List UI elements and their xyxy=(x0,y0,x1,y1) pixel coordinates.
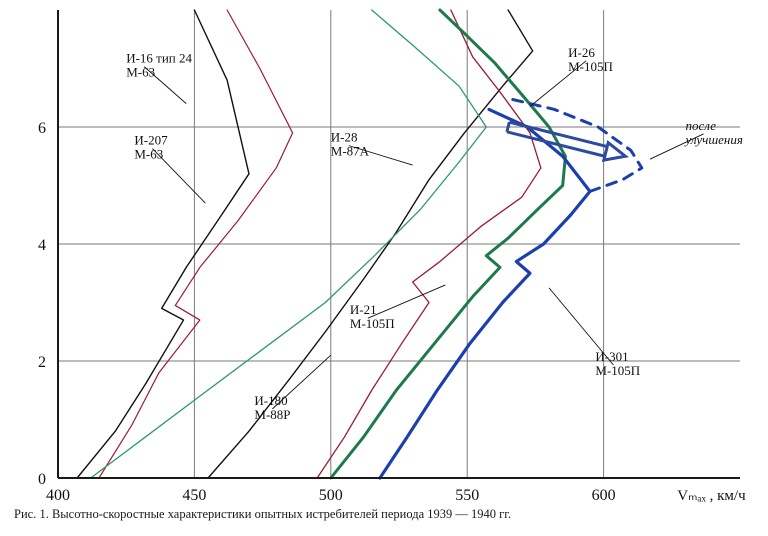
series-sublabel-improved: улучшения xyxy=(683,132,742,147)
series-label-i207: И-207 xyxy=(134,133,168,148)
series-sublabel-i28: М-87А xyxy=(331,144,370,159)
series-label-i301: И-301 xyxy=(595,349,628,364)
ytick-label: 0 xyxy=(38,471,46,488)
series-sublabel-i16: М-63 xyxy=(126,65,155,80)
series-label-i21: И-21 xyxy=(350,302,377,317)
ytick-label: 6 xyxy=(38,120,46,137)
xtick-label: 400 xyxy=(46,487,70,504)
series-label-i16: И-16 тип 24 xyxy=(126,51,192,66)
ytick-label: 2 xyxy=(38,354,46,371)
series-sublabel-i301: М-105П xyxy=(595,363,640,378)
xtick-label: 600 xyxy=(592,487,616,504)
series-label-i28: И-28 xyxy=(331,130,358,145)
xtick-label: 550 xyxy=(455,487,479,504)
series-sublabel-i207: М-63 xyxy=(134,147,163,162)
ytick-label: 4 xyxy=(38,237,46,254)
series-label-improved: после xyxy=(685,118,716,133)
plot-bg xyxy=(0,0,768,536)
xtick-label: 500 xyxy=(319,487,343,504)
series-label-i180: И-180 xyxy=(254,393,287,408)
figure-caption: Рис. 1. Высотно-скоростные характеристик… xyxy=(14,507,511,521)
series-sublabel-i26: М-105П xyxy=(568,59,613,74)
series-sublabel-i21: М-105П xyxy=(350,316,395,331)
xtick-label: 450 xyxy=(182,487,206,504)
x-axis-label: Vₘₐₓ , км/ч xyxy=(677,488,746,504)
series-label-i26: И-26 xyxy=(568,45,595,60)
series-sublabel-i180: М-88Р xyxy=(254,407,290,422)
